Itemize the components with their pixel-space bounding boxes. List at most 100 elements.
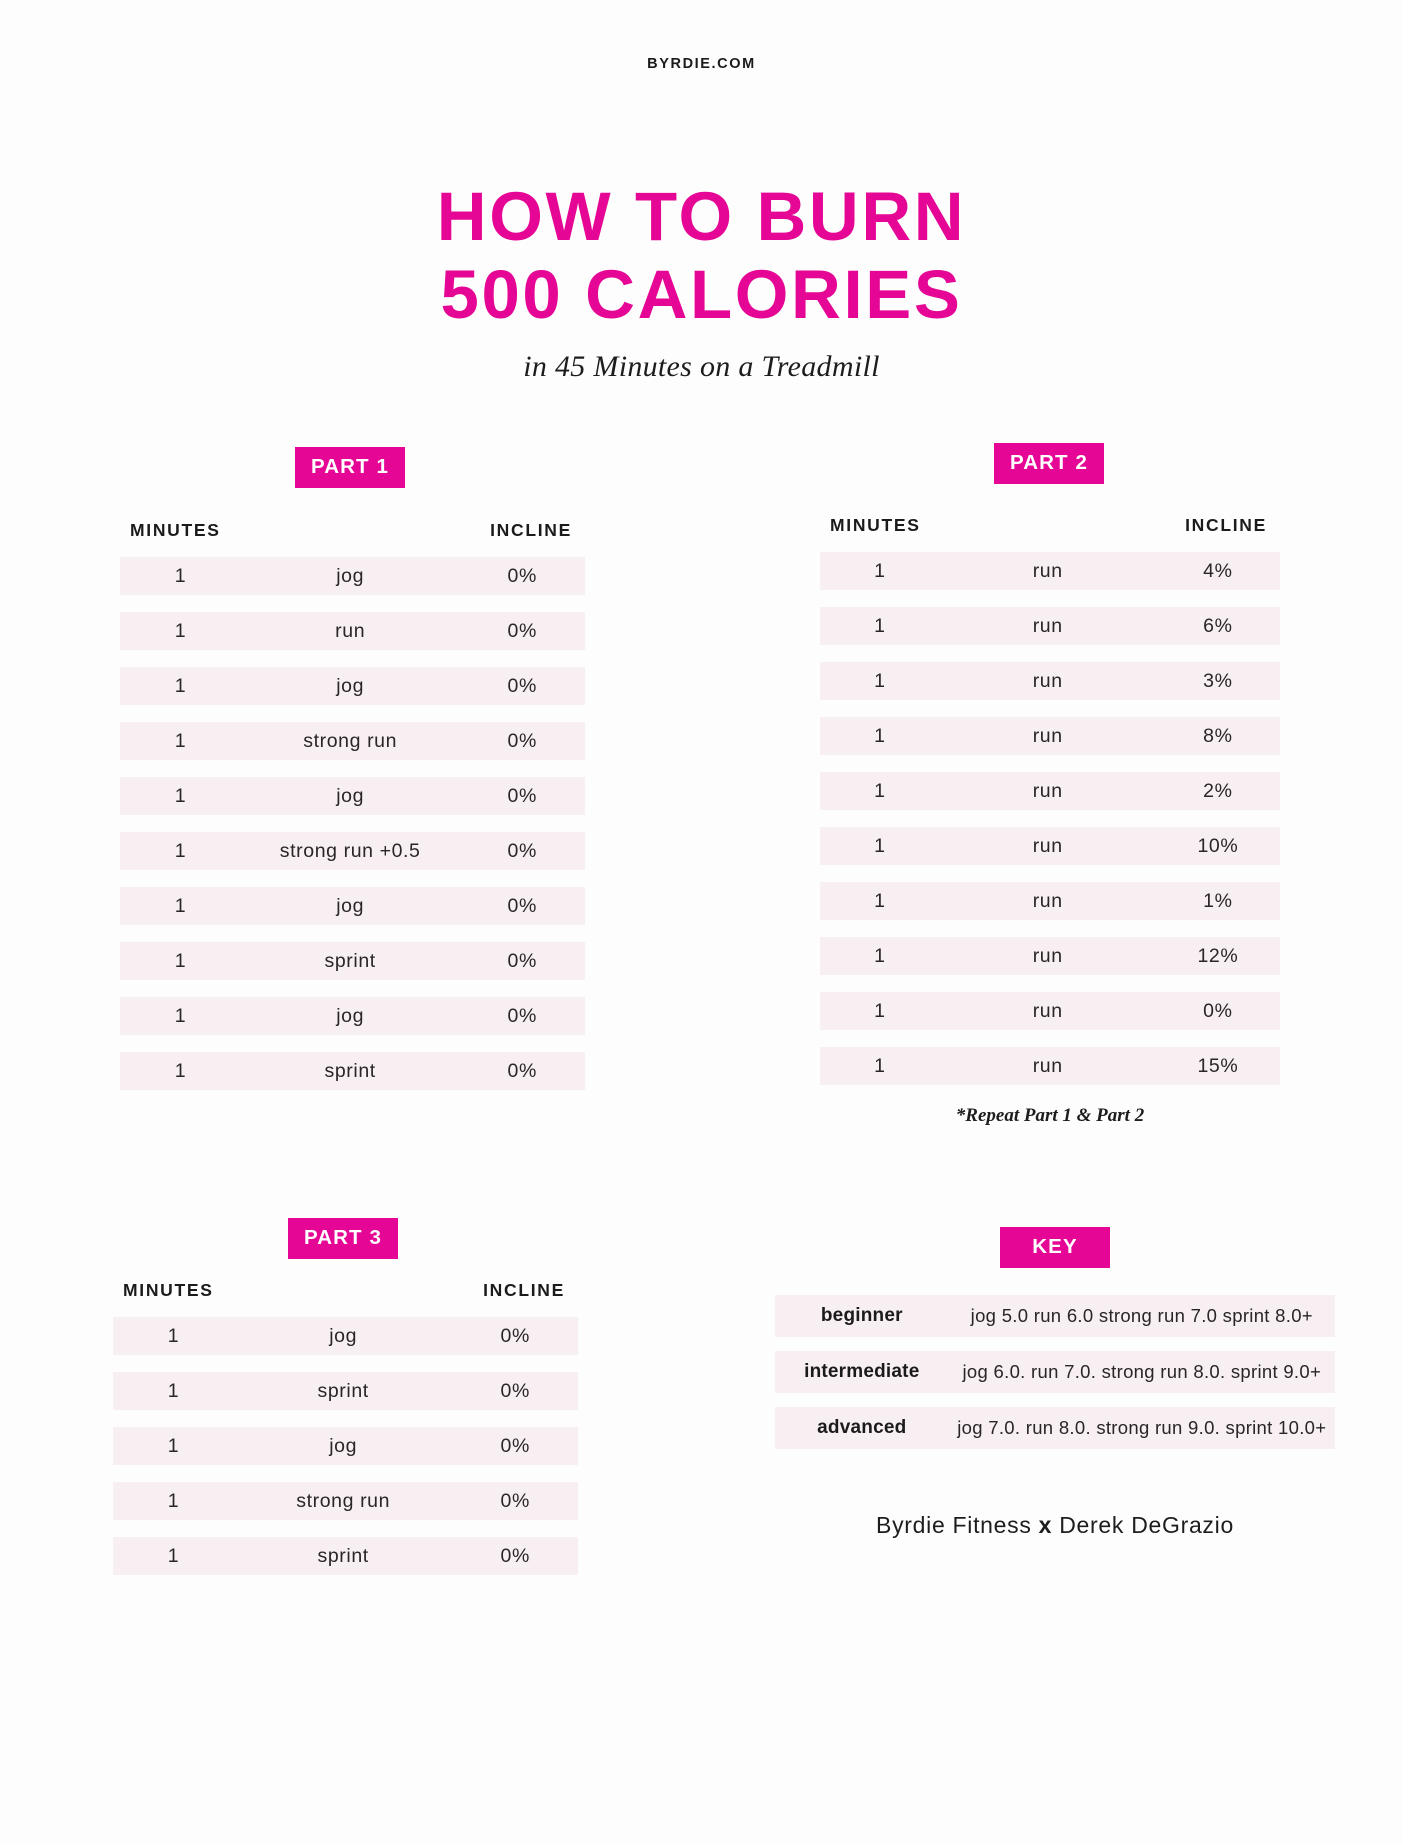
- cell-activity: run: [1032, 1054, 1063, 1077]
- cell-activity: jog: [336, 784, 365, 807]
- cell-activity: run: [1032, 614, 1063, 637]
- table-row: 1 jog 0%: [120, 777, 585, 815]
- table-body-part-3: 1 jog 0% 1 sprint 0% 1 jog 0% 1 strong run 0% 1 sprin…: [113, 1317, 578, 1575]
- cell-incline: 0%: [507, 839, 537, 862]
- cell-incline: 0%: [507, 729, 537, 752]
- cell-activity: run: [1032, 559, 1063, 582]
- cell-minutes: 1: [874, 779, 886, 802]
- cell-activity: sprint: [317, 1379, 369, 1402]
- table-row: 1 run 12%: [820, 937, 1280, 975]
- cell-minutes: 1: [174, 894, 187, 917]
- page-subtitle: in 45 Minutes on a Treadmill: [523, 350, 880, 383]
- cell-activity: run: [1032, 779, 1063, 802]
- table-row: 1 jog 0%: [120, 557, 585, 595]
- cell-incline: 0%: [507, 564, 537, 587]
- cell-incline: 0%: [507, 1004, 537, 1027]
- table-part-1: MINUTES INCLINE 1 jog 0% 1 run 0% 1 jog 0% 1 stron…: [120, 520, 585, 1107]
- page-title-line-2: 500 CALORIES: [440, 256, 963, 333]
- credit-suffix: Derek DeGrazio: [1052, 1512, 1234, 1538]
- key-level-label: intermediate: [804, 1361, 920, 1382]
- cell-minutes: 1: [174, 729, 187, 752]
- cell-incline: 0%: [500, 1544, 530, 1567]
- key-row: advanced jog 7.0. run 8.0. strong run 9.0…: [775, 1407, 1335, 1449]
- table-row: 1 run 6%: [820, 607, 1280, 645]
- table-row: 1 run 15%: [820, 1047, 1280, 1085]
- badge-key: KEY: [1000, 1227, 1110, 1268]
- table-row: 1 run 0%: [120, 612, 585, 650]
- table-row: 1 jog 0%: [113, 1317, 578, 1355]
- cell-incline: 0%: [500, 1489, 530, 1512]
- cell-incline: 2%: [1203, 779, 1233, 802]
- cell-incline: 0%: [507, 894, 537, 917]
- cell-activity: run: [1032, 834, 1063, 857]
- table-row: 1 sprint 0%: [120, 1052, 585, 1090]
- cell-activity: sprint: [324, 1059, 376, 1082]
- table-row: 1 jog 0%: [120, 997, 585, 1035]
- cell-minutes: 1: [174, 564, 187, 587]
- cell-activity: run: [1032, 889, 1063, 912]
- key-level-label: beginner: [820, 1305, 903, 1326]
- cell-incline: 0%: [500, 1379, 530, 1402]
- cell-minutes: 1: [174, 619, 187, 642]
- column-header-incline: INCLINE: [1185, 515, 1267, 535]
- cell-incline: 0%: [507, 619, 537, 642]
- page-title-line-1: HOW TO BURN: [436, 178, 967, 255]
- table-row: 1 run 4%: [820, 552, 1280, 590]
- cell-minutes: 1: [174, 1059, 187, 1082]
- key-row: intermediate jog 6.0. run 7.0. strong run…: [775, 1351, 1335, 1393]
- cell-incline: 0%: [500, 1434, 530, 1457]
- cell-minutes: 1: [874, 1054, 886, 1077]
- cell-incline: 0%: [507, 949, 537, 972]
- table-row: 1 jog 0%: [113, 1427, 578, 1465]
- table-row: 1 jog 0%: [120, 887, 585, 925]
- table-row: 1 run 0%: [820, 992, 1280, 1030]
- cell-incline: 4%: [1203, 559, 1233, 582]
- cell-activity: run: [1032, 999, 1063, 1022]
- table-header-part-3: MINUTES INCLINE: [113, 1280, 578, 1301]
- cell-incline: 12%: [1197, 944, 1239, 967]
- table-row: 1 sprint 0%: [120, 942, 585, 980]
- key-speeds: jog 7.0. run 8.0. strong run 9.0. sprint…: [957, 1417, 1327, 1438]
- table-row: 1 strong run +0.5 0%: [120, 832, 585, 870]
- cell-minutes: 1: [174, 674, 187, 697]
- cell-minutes: 1: [874, 559, 886, 582]
- cell-incline: 0%: [507, 784, 537, 807]
- cell-activity: jog: [336, 674, 365, 697]
- column-header-minutes: MINUTES: [123, 1280, 214, 1300]
- badge-part-2: PART 2: [994, 443, 1104, 484]
- key-row: beginner jog 5.0 run 6.0 strong run 7.0 s…: [775, 1295, 1335, 1337]
- cell-incline: 0%: [507, 674, 537, 697]
- cell-activity: run: [335, 619, 366, 642]
- cell-incline: 6%: [1203, 614, 1233, 637]
- cell-incline: 10%: [1197, 834, 1239, 857]
- cell-activity: run: [1032, 669, 1063, 692]
- cell-activity: strong run: [303, 729, 398, 752]
- table-row: 1 run 10%: [820, 827, 1280, 865]
- key-level-label: advanced: [817, 1417, 907, 1438]
- site-brand-mark: BYRDIE.COM: [647, 56, 756, 72]
- cell-activity: jog: [336, 894, 365, 917]
- cell-minutes: 1: [174, 1004, 187, 1027]
- cell-incline: 0%: [1203, 999, 1233, 1022]
- table-row: 1 run 1%: [820, 882, 1280, 920]
- column-header-minutes: MINUTES: [830, 515, 921, 535]
- cell-incline: 0%: [500, 1324, 530, 1347]
- badge-part-3: PART 3: [288, 1218, 398, 1259]
- cell-activity: strong run +0.5: [279, 839, 421, 862]
- cell-activity: jog: [329, 1324, 358, 1347]
- key-speeds: jog 5.0 run 6.0 strong run 7.0 sprint 8.…: [970, 1305, 1313, 1326]
- table-row: 1 sprint 0%: [113, 1537, 578, 1575]
- cell-incline: 3%: [1203, 669, 1233, 692]
- cell-activity: sprint: [317, 1544, 369, 1567]
- cell-activity: jog: [336, 564, 365, 587]
- cell-activity: sprint: [324, 949, 376, 972]
- credit-line: Byrdie Fitness x Derek DeGrazio: [775, 1512, 1335, 1539]
- cell-minutes: 1: [167, 1324, 180, 1347]
- column-header-minutes: MINUTES: [130, 520, 221, 540]
- cell-minutes: 1: [874, 999, 886, 1022]
- cell-activity: strong run: [296, 1489, 391, 1512]
- cell-activity: jog: [336, 1004, 365, 1027]
- cell-minutes: 1: [167, 1489, 180, 1512]
- cell-minutes: 1: [174, 839, 187, 862]
